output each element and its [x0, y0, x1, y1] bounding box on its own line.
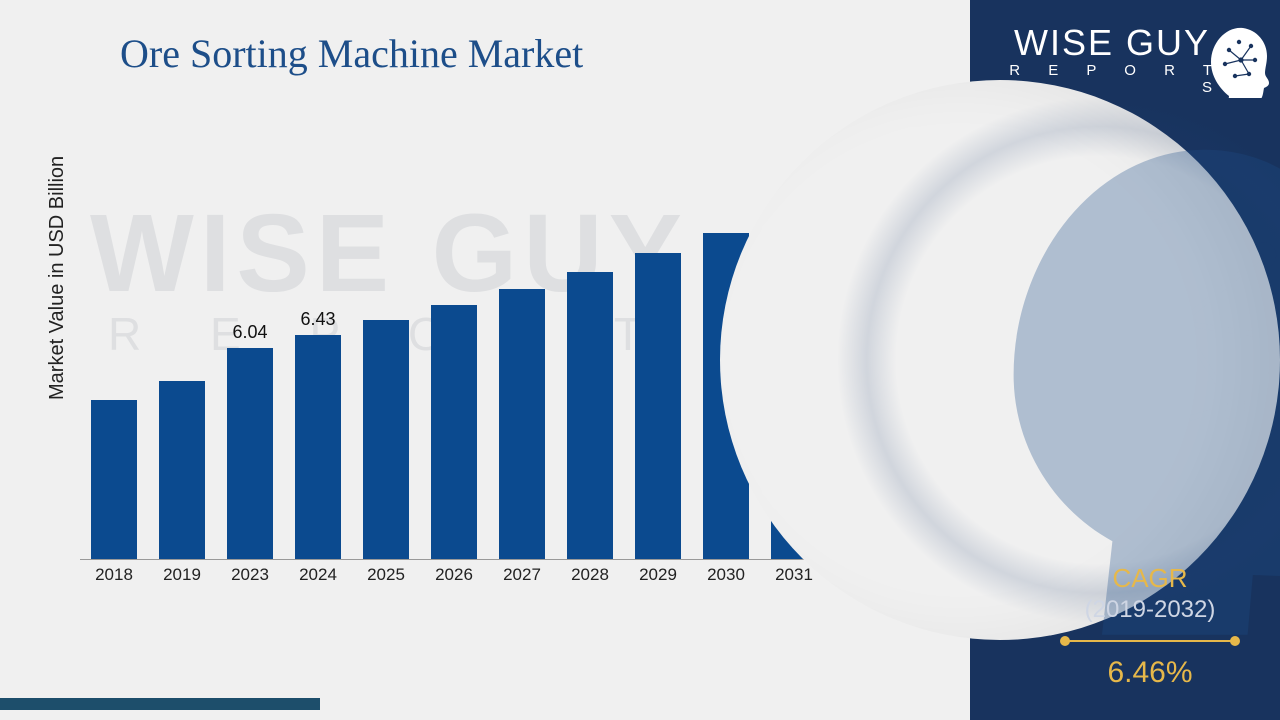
- brand-logo: WISE GUY R E P O R T S: [984, 22, 1264, 96]
- cagr-box: CAGR (2019-2032) 6.46%: [1020, 563, 1280, 690]
- bar: [624, 170, 692, 560]
- ai-head-silhouette-icon: [920, 120, 1280, 640]
- x-tick-label: 2026: [420, 565, 488, 585]
- cagr-label: CAGR: [1020, 563, 1280, 594]
- x-tick-label: 2030: [692, 565, 760, 585]
- bar: [420, 170, 488, 560]
- bar-rect: [635, 253, 681, 559]
- bar-value-label: 6.43: [284, 309, 352, 330]
- bar-rect: [363, 320, 409, 559]
- bar: [148, 170, 216, 560]
- bar-rect: [567, 272, 613, 559]
- x-tick-label: 2028: [556, 565, 624, 585]
- brand-logo-sub: R E P O R T S: [984, 62, 1224, 96]
- footer-accent-bar: [0, 698, 320, 710]
- bar-rect: [91, 400, 137, 559]
- x-tick-label: 2029: [624, 565, 692, 585]
- bar: [80, 170, 148, 560]
- bar: 6.43: [284, 170, 352, 560]
- bar: [488, 170, 556, 560]
- bar-rect: [295, 335, 341, 559]
- bar: 6.04: [216, 170, 284, 560]
- brand-logo-main: WISE GUY: [984, 22, 1210, 64]
- x-tick-label: 2018: [80, 565, 148, 585]
- bar-rect: [431, 305, 477, 559]
- y-axis-label: Market Value in USD Billion: [46, 156, 69, 400]
- x-tick-label: 2019: [148, 565, 216, 585]
- bar-rect: [159, 381, 205, 559]
- cagr-period: (2019-2032): [1020, 596, 1280, 624]
- x-tick-label: 2025: [352, 565, 420, 585]
- chart-title: Ore Sorting Machine Market: [120, 30, 583, 77]
- bar: [352, 170, 420, 560]
- bar: [556, 170, 624, 560]
- bar-rect: [227, 348, 273, 559]
- side-panel: WISE GUY R E P O R T S CAGR (2019-2032) …: [970, 0, 1280, 720]
- x-tick-label: 2027: [488, 565, 556, 585]
- market-infographic: Ore Sorting Machine Market WISE GUY R E …: [0, 0, 1280, 720]
- x-tick-label: 2024: [284, 565, 352, 585]
- x-axis-labels: 2018201920232024202520262027202820292030…: [80, 565, 900, 595]
- brand-logo-head-icon: [1208, 26, 1270, 98]
- x-axis-line: [80, 559, 900, 560]
- cagr-value: 6.46%: [1020, 656, 1280, 690]
- bar-value-label: 6.04: [216, 322, 284, 343]
- x-tick-label: 2023: [216, 565, 284, 585]
- bar-rect: [499, 289, 545, 559]
- cagr-separator: [1065, 640, 1235, 642]
